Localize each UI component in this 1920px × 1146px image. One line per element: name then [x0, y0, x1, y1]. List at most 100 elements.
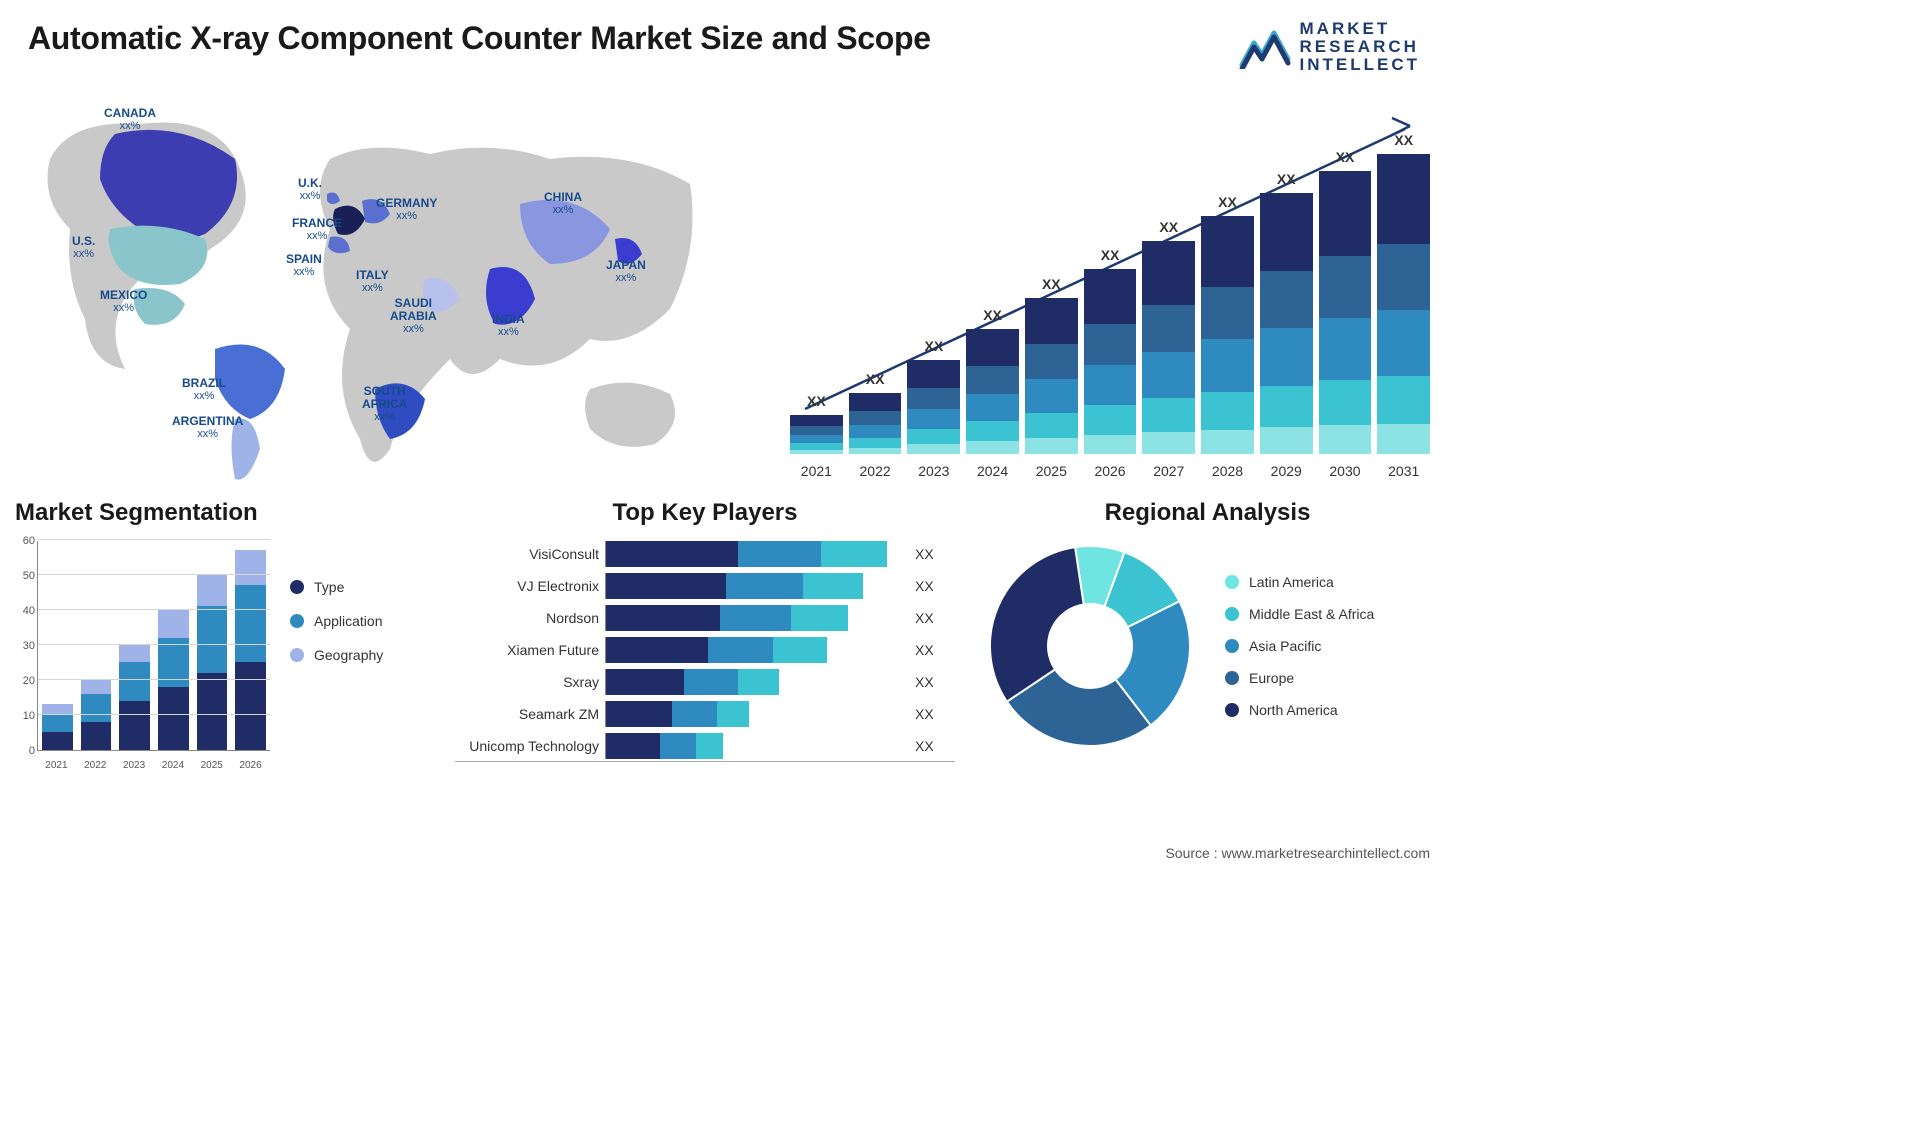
segmentation-panel: Market Segmentation 0102030405060 202120…: [15, 499, 425, 776]
forecast-bar: XX: [1201, 216, 1254, 454]
segmentation-bar: [158, 610, 189, 750]
legend-item: Geography: [290, 647, 383, 663]
map-label: U.S.xx%: [72, 235, 95, 260]
regional-donut: [985, 541, 1195, 751]
source-attribution: Source : www.marketresearchintellect.com: [1165, 845, 1430, 861]
players-chart: VisiConsultXXVJ ElectronixXXNordsonXXXia…: [455, 541, 955, 762]
forecast-bar: XX: [1025, 298, 1078, 454]
segmentation-bar: [81, 680, 112, 750]
logo-text-1: MARKET: [1300, 20, 1421, 38]
map-label: SPAINxx%: [286, 253, 322, 278]
segmentation-year-label: 2025: [196, 760, 227, 771]
player-row: VisiConsult XX: [455, 541, 955, 567]
forecast-year-label: 2026: [1084, 463, 1137, 479]
forecast-year-label: 2030: [1319, 463, 1372, 479]
map-label: INDIAxx%: [492, 313, 525, 338]
player-row: Seamark ZM XX: [455, 701, 955, 727]
map-label: MEXICOxx%: [100, 289, 147, 314]
map-label: JAPANxx%: [606, 259, 646, 284]
forecast-bar: XX: [1084, 269, 1137, 454]
forecast-chart: XXXXXXXXXXXXXXXXXXXXXX 20212022202320242…: [790, 89, 1430, 489]
forecast-year-label: 2025: [1025, 463, 1078, 479]
player-value: XX: [905, 706, 934, 722]
forecast-year-label: 2031: [1377, 463, 1430, 479]
player-row: Sxray XX: [455, 669, 955, 695]
segmentation-title: Market Segmentation: [15, 499, 425, 527]
logo-text-2: RESEARCH: [1300, 38, 1421, 56]
segmentation-year-label: 2022: [80, 760, 111, 771]
regional-title: Regional Analysis: [985, 499, 1430, 527]
forecast-year-label: 2027: [1142, 463, 1195, 479]
player-value: XX: [905, 578, 934, 594]
legend-item: North America: [1225, 702, 1374, 718]
segmentation-year-label: 2023: [119, 760, 150, 771]
regional-legend: Latin America Middle East & Africa Asia Pa…: [1225, 574, 1374, 718]
forecast-bar: XX: [1319, 171, 1372, 453]
player-name: Sxray: [455, 674, 605, 690]
forecast-bar: XX: [849, 393, 902, 453]
player-row: Xiamen Future XX: [455, 637, 955, 663]
map-label: SAUDIARABIAxx%: [390, 297, 437, 335]
map-label: ITALYxx%: [356, 269, 389, 294]
forecast-bar: XX: [1377, 154, 1430, 454]
logo-icon: [1238, 25, 1292, 69]
map-label: CANADAxx%: [104, 107, 156, 132]
header: Automatic X-ray Component Counter Market…: [0, 0, 1460, 79]
segmentation-bar: [119, 645, 150, 750]
map-label: U.K.xx%: [298, 177, 322, 202]
segmentation-legend: Type Application Geography: [290, 541, 383, 776]
forecast-bar: XX: [1142, 241, 1195, 453]
map-label: CHINAxx%: [544, 191, 582, 216]
player-value: XX: [905, 546, 934, 562]
world-map-panel: CANADAxx% U.S.xx% MEXICOxx% BRAZILxx% ARGENT…: [30, 89, 750, 489]
legend-item: Asia Pacific: [1225, 638, 1374, 654]
player-row: Unicomp Technology XX: [455, 733, 955, 759]
segmentation-year-label: 2021: [41, 760, 72, 771]
map-label: FRANCExx%: [292, 217, 342, 242]
players-panel: Top Key Players VisiConsultXXVJ Electron…: [455, 499, 955, 776]
map-label: SOUTHAFRICAxx%: [362, 385, 407, 423]
segmentation-year-label: 2026: [235, 760, 266, 771]
legend-item: Type: [290, 579, 383, 595]
forecast-bar: XX: [1260, 193, 1313, 454]
players-title: Top Key Players: [455, 499, 955, 527]
bottom-row: Market Segmentation 0102030405060 202120…: [0, 489, 1460, 776]
segmentation-bar: [235, 550, 266, 750]
segmentation-year-label: 2024: [157, 760, 188, 771]
regional-panel: Regional Analysis Latin America Middle Ea…: [985, 499, 1430, 776]
forecast-year-label: 2023: [907, 463, 960, 479]
player-name: Unicomp Technology: [455, 738, 605, 754]
player-value: XX: [905, 610, 934, 626]
player-value: XX: [905, 674, 934, 690]
player-value: XX: [905, 738, 934, 754]
forecast-bar: XX: [790, 415, 843, 454]
segmentation-bar: [197, 575, 228, 750]
player-row: Nordson XX: [455, 605, 955, 631]
forecast-year-label: 2028: [1201, 463, 1254, 479]
legend-item: Latin America: [1225, 574, 1374, 590]
forecast-bar: XX: [907, 360, 960, 453]
legend-item: Europe: [1225, 670, 1374, 686]
segmentation-bar: [42, 704, 73, 750]
map-label: BRAZILxx%: [182, 377, 226, 402]
forecast-year-label: 2029: [1260, 463, 1313, 479]
player-name: Xiamen Future: [455, 642, 605, 658]
forecast-year-label: 2022: [849, 463, 902, 479]
forecast-bar: XX: [966, 329, 1019, 454]
player-name: VJ Electronix: [455, 578, 605, 594]
legend-item: Middle East & Africa: [1225, 606, 1374, 622]
player-value: XX: [905, 642, 934, 658]
player-name: Nordson: [455, 610, 605, 626]
player-row: VJ Electronix XX: [455, 573, 955, 599]
forecast-year-label: 2021: [790, 463, 843, 479]
player-name: VisiConsult: [455, 546, 605, 562]
map-label: ARGENTINAxx%: [172, 415, 243, 440]
page-title: Automatic X-ray Component Counter Market…: [28, 20, 931, 57]
player-name: Seamark ZM: [455, 706, 605, 722]
brand-logo: MARKET RESEARCH INTELLECT: [1238, 20, 1421, 74]
top-row: CANADAxx% U.S.xx% MEXICOxx% BRAZILxx% ARGENT…: [0, 89, 1460, 489]
logo-text-3: INTELLECT: [1300, 56, 1421, 74]
legend-item: Application: [290, 613, 383, 629]
forecast-year-label: 2024: [966, 463, 1019, 479]
map-label: GERMANYxx%: [376, 197, 437, 222]
